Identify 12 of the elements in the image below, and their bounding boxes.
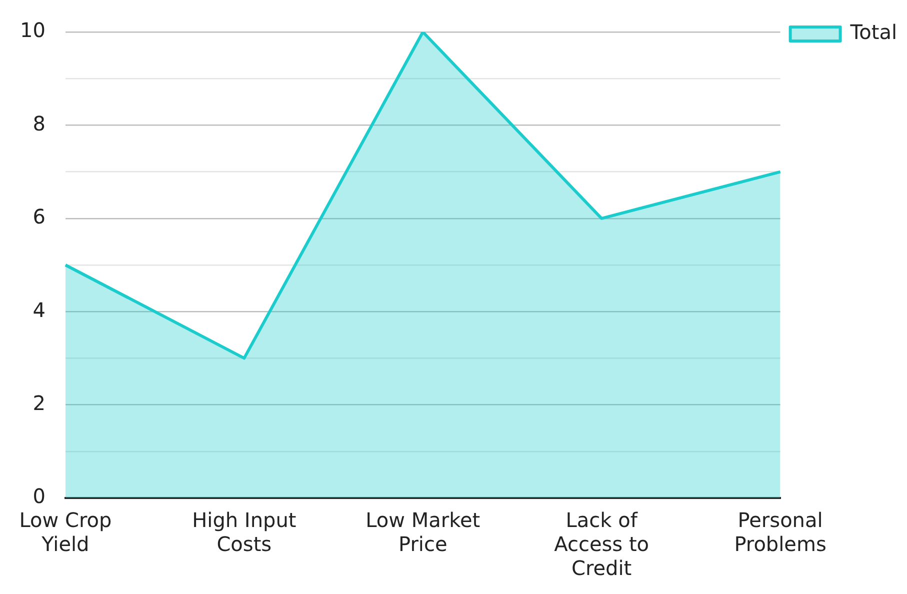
x-tick-label: Lack of Access to Credit <box>554 508 650 580</box>
x-tick-label: High Input Costs <box>192 508 296 556</box>
legend-label: Total <box>849 20 898 44</box>
x-tick-label: Low Crop Yield <box>19 508 112 556</box>
x-tick-label: Personal Problems <box>734 508 826 556</box>
y-tick-label: 6 <box>32 204 46 229</box>
y-tick-label: 8 <box>32 111 46 136</box>
y-tick-label: 10 <box>20 18 46 42</box>
y-tick-label: 0 <box>32 484 46 508</box>
y-tick-label: 2 <box>32 391 46 416</box>
x-tick-label: Low Market Price <box>366 508 480 556</box>
y-tick-label: 4 <box>32 298 46 322</box>
